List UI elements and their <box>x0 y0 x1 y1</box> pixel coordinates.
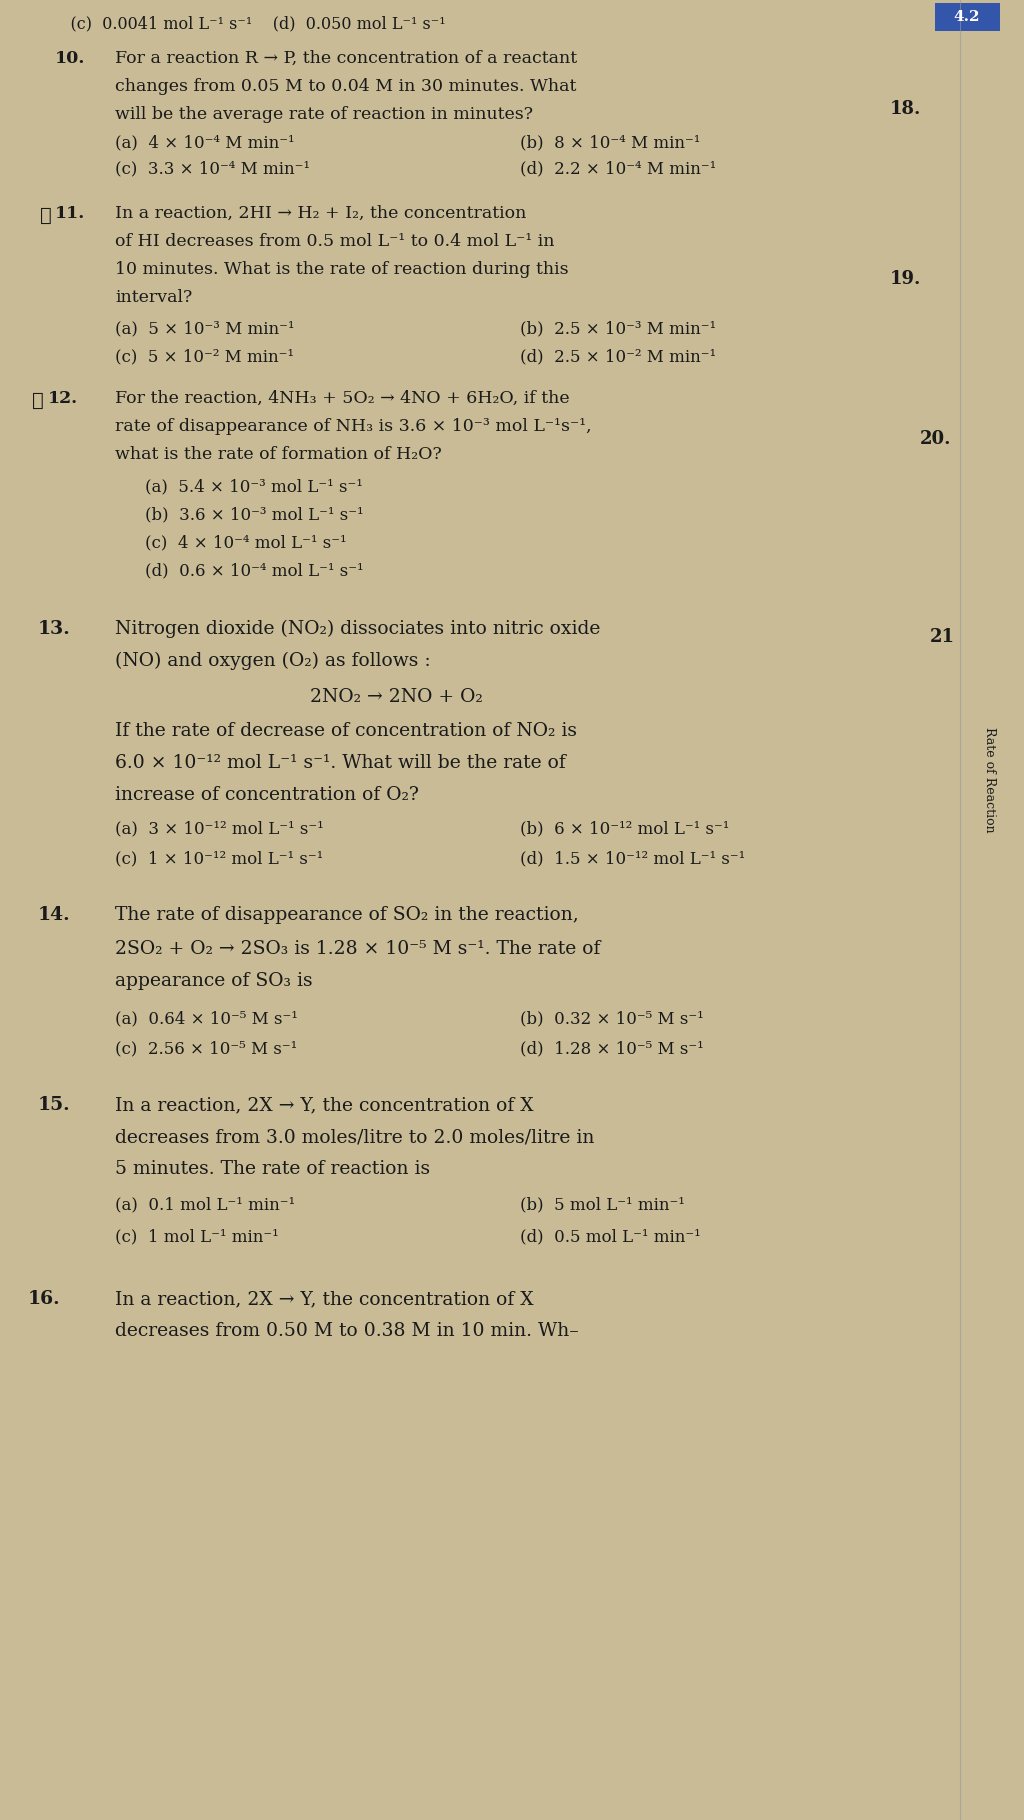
Text: 15.: 15. <box>38 1096 71 1114</box>
Text: (b)  8 × 10⁻⁴ M min⁻¹: (b) 8 × 10⁻⁴ M min⁻¹ <box>520 135 700 151</box>
Text: (c)  2.56 × 10⁻⁵ M s⁻¹: (c) 2.56 × 10⁻⁵ M s⁻¹ <box>115 1039 297 1057</box>
Text: 16.: 16. <box>28 1290 60 1309</box>
Text: Nitrogen dioxide (NO₂) dissociates into nitric oxide: Nitrogen dioxide (NO₂) dissociates into … <box>115 621 600 639</box>
Text: (b)  3.6 × 10⁻³ mol L⁻¹ s⁻¹: (b) 3.6 × 10⁻³ mol L⁻¹ s⁻¹ <box>145 506 364 522</box>
Text: 10 minutes. What is the rate of reaction during this: 10 minutes. What is the rate of reaction… <box>115 260 568 278</box>
Text: (d)  0.5 mol L⁻¹ min⁻¹: (d) 0.5 mol L⁻¹ min⁻¹ <box>520 1228 700 1245</box>
Text: (d)  2.5 × 10⁻² M min⁻¹: (d) 2.5 × 10⁻² M min⁻¹ <box>520 348 716 366</box>
Text: (d)  1.28 × 10⁻⁵ M s⁻¹: (d) 1.28 × 10⁻⁵ M s⁻¹ <box>520 1039 703 1057</box>
Text: If the rate of decrease of concentration of NO₂ is: If the rate of decrease of concentration… <box>115 723 577 741</box>
Text: 21: 21 <box>930 628 955 646</box>
Text: 5 minutes. The rate of reaction is: 5 minutes. The rate of reaction is <box>115 1159 430 1178</box>
Text: Rate of Reaction: Rate of Reaction <box>983 728 996 834</box>
Text: 4.2: 4.2 <box>953 9 980 24</box>
Text: (c)  3.3 × 10⁻⁴ M min⁻¹: (c) 3.3 × 10⁻⁴ M min⁻¹ <box>115 160 310 177</box>
Text: (a)  5.4 × 10⁻³ mol L⁻¹ s⁻¹: (a) 5.4 × 10⁻³ mol L⁻¹ s⁻¹ <box>145 479 362 495</box>
Text: (b)  2.5 × 10⁻³ M min⁻¹: (b) 2.5 × 10⁻³ M min⁻¹ <box>520 320 716 337</box>
FancyBboxPatch shape <box>935 4 1000 31</box>
Text: (c)  1 × 10⁻¹² mol L⁻¹ s⁻¹: (c) 1 × 10⁻¹² mol L⁻¹ s⁻¹ <box>115 850 324 866</box>
Text: 14.: 14. <box>38 906 71 925</box>
Text: (c)  4 × 10⁻⁴ mol L⁻¹ s⁻¹: (c) 4 × 10⁻⁴ mol L⁻¹ s⁻¹ <box>145 533 347 551</box>
Text: (d)  2.2 × 10⁻⁴ M min⁻¹: (d) 2.2 × 10⁻⁴ M min⁻¹ <box>520 160 716 177</box>
Text: 2SO₂ + O₂ → 2SO₃ is 1.28 × 10⁻⁵ M s⁻¹. The rate of: 2SO₂ + O₂ → 2SO₃ is 1.28 × 10⁻⁵ M s⁻¹. T… <box>115 939 600 957</box>
Text: For the reaction, 4NH₃ + 5O₂ → 4NO + 6H₂O, if the: For the reaction, 4NH₃ + 5O₂ → 4NO + 6H₂… <box>115 389 569 408</box>
Text: 18.: 18. <box>890 100 922 118</box>
Text: 20.: 20. <box>920 430 951 448</box>
Text: In a reaction, 2X → Y, the concentration of X: In a reaction, 2X → Y, the concentration… <box>115 1096 534 1114</box>
Text: In a reaction, 2X → Y, the concentration of X: In a reaction, 2X → Y, the concentration… <box>115 1290 534 1309</box>
Text: 2NO₂ → 2NO + O₂: 2NO₂ → 2NO + O₂ <box>310 688 482 706</box>
Text: decreases from 3.0 moles/litre to 2.0 moles/litre in: decreases from 3.0 moles/litre to 2.0 mo… <box>115 1128 594 1147</box>
Text: appearance of SO₃ is: appearance of SO₃ is <box>115 972 312 990</box>
Text: what is the rate of formation of H₂O?: what is the rate of formation of H₂O? <box>115 446 441 462</box>
Text: (c)  1 mol L⁻¹ min⁻¹: (c) 1 mol L⁻¹ min⁻¹ <box>115 1228 279 1245</box>
Text: The rate of disappearance of SO₂ in the reaction,: The rate of disappearance of SO₂ in the … <box>115 906 579 925</box>
Text: of HI decreases from 0.5 mol L⁻¹ to 0.4 mol L⁻¹ in: of HI decreases from 0.5 mol L⁻¹ to 0.4 … <box>115 233 555 249</box>
Text: (a)  5 × 10⁻³ M min⁻¹: (a) 5 × 10⁻³ M min⁻¹ <box>115 320 295 337</box>
Text: increase of concentration of O₂?: increase of concentration of O₂? <box>115 786 419 804</box>
Text: interval?: interval? <box>115 289 193 306</box>
Text: (b)  6 × 10⁻¹² mol L⁻¹ s⁻¹: (b) 6 × 10⁻¹² mol L⁻¹ s⁻¹ <box>520 821 729 837</box>
Text: (a)  0.1 mol L⁻¹ min⁻¹: (a) 0.1 mol L⁻¹ min⁻¹ <box>115 1196 295 1212</box>
Text: 6.0 × 10⁻¹² mol L⁻¹ s⁻¹. What will be the rate of: 6.0 × 10⁻¹² mol L⁻¹ s⁻¹. What will be th… <box>115 753 565 772</box>
Text: (d)  1.5 × 10⁻¹² mol L⁻¹ s⁻¹: (d) 1.5 × 10⁻¹² mol L⁻¹ s⁻¹ <box>520 850 745 866</box>
Text: (a)  3 × 10⁻¹² mol L⁻¹ s⁻¹: (a) 3 × 10⁻¹² mol L⁻¹ s⁻¹ <box>115 821 324 837</box>
Text: (b)  5 mol L⁻¹ min⁻¹: (b) 5 mol L⁻¹ min⁻¹ <box>520 1196 685 1212</box>
Text: 11.: 11. <box>55 206 85 222</box>
Text: (NO) and oxygen (O₂) as follows :: (NO) and oxygen (O₂) as follows : <box>115 652 431 670</box>
Text: (d)  0.6 × 10⁻⁴ mol L⁻¹ s⁻¹: (d) 0.6 × 10⁻⁴ mol L⁻¹ s⁻¹ <box>145 562 364 579</box>
Text: 10.: 10. <box>55 49 85 67</box>
Text: For a reaction R → P, the concentration of a reactant: For a reaction R → P, the concentration … <box>115 49 578 67</box>
Text: ✓: ✓ <box>40 207 52 226</box>
Text: decreases from 0.50 M to 0.38 M in 10 min. Wh–: decreases from 0.50 M to 0.38 M in 10 mi… <box>115 1321 579 1340</box>
Text: (c)  0.0041 mol L⁻¹ s⁻¹    (d)  0.050 mol L⁻¹ s⁻¹: (c) 0.0041 mol L⁻¹ s⁻¹ (d) 0.050 mol L⁻¹… <box>50 15 445 33</box>
Text: (a)  4 × 10⁻⁴ M min⁻¹: (a) 4 × 10⁻⁴ M min⁻¹ <box>115 135 295 151</box>
Text: 12.: 12. <box>48 389 78 408</box>
Text: (a)  0.64 × 10⁻⁵ M s⁻¹: (a) 0.64 × 10⁻⁵ M s⁻¹ <box>115 1010 298 1026</box>
Text: will be the average rate of reaction in minutes?: will be the average rate of reaction in … <box>115 106 534 124</box>
Text: (c)  5 × 10⁻² M min⁻¹: (c) 5 × 10⁻² M min⁻¹ <box>115 348 294 366</box>
Text: In a reaction, 2HI → H₂ + I₂, the concentration: In a reaction, 2HI → H₂ + I₂, the concen… <box>115 206 526 222</box>
Text: (b)  0.32 × 10⁻⁵ M s⁻¹: (b) 0.32 × 10⁻⁵ M s⁻¹ <box>520 1010 703 1026</box>
Text: 13.: 13. <box>38 621 71 639</box>
Text: ✓: ✓ <box>32 391 44 410</box>
Text: 19.: 19. <box>890 269 922 288</box>
Text: changes from 0.05 M to 0.04 M in 30 minutes. What: changes from 0.05 M to 0.04 M in 30 minu… <box>115 78 577 95</box>
Text: rate of disappearance of NH₃ is 3.6 × 10⁻³ mol L⁻¹s⁻¹,: rate of disappearance of NH₃ is 3.6 × 10… <box>115 419 592 435</box>
